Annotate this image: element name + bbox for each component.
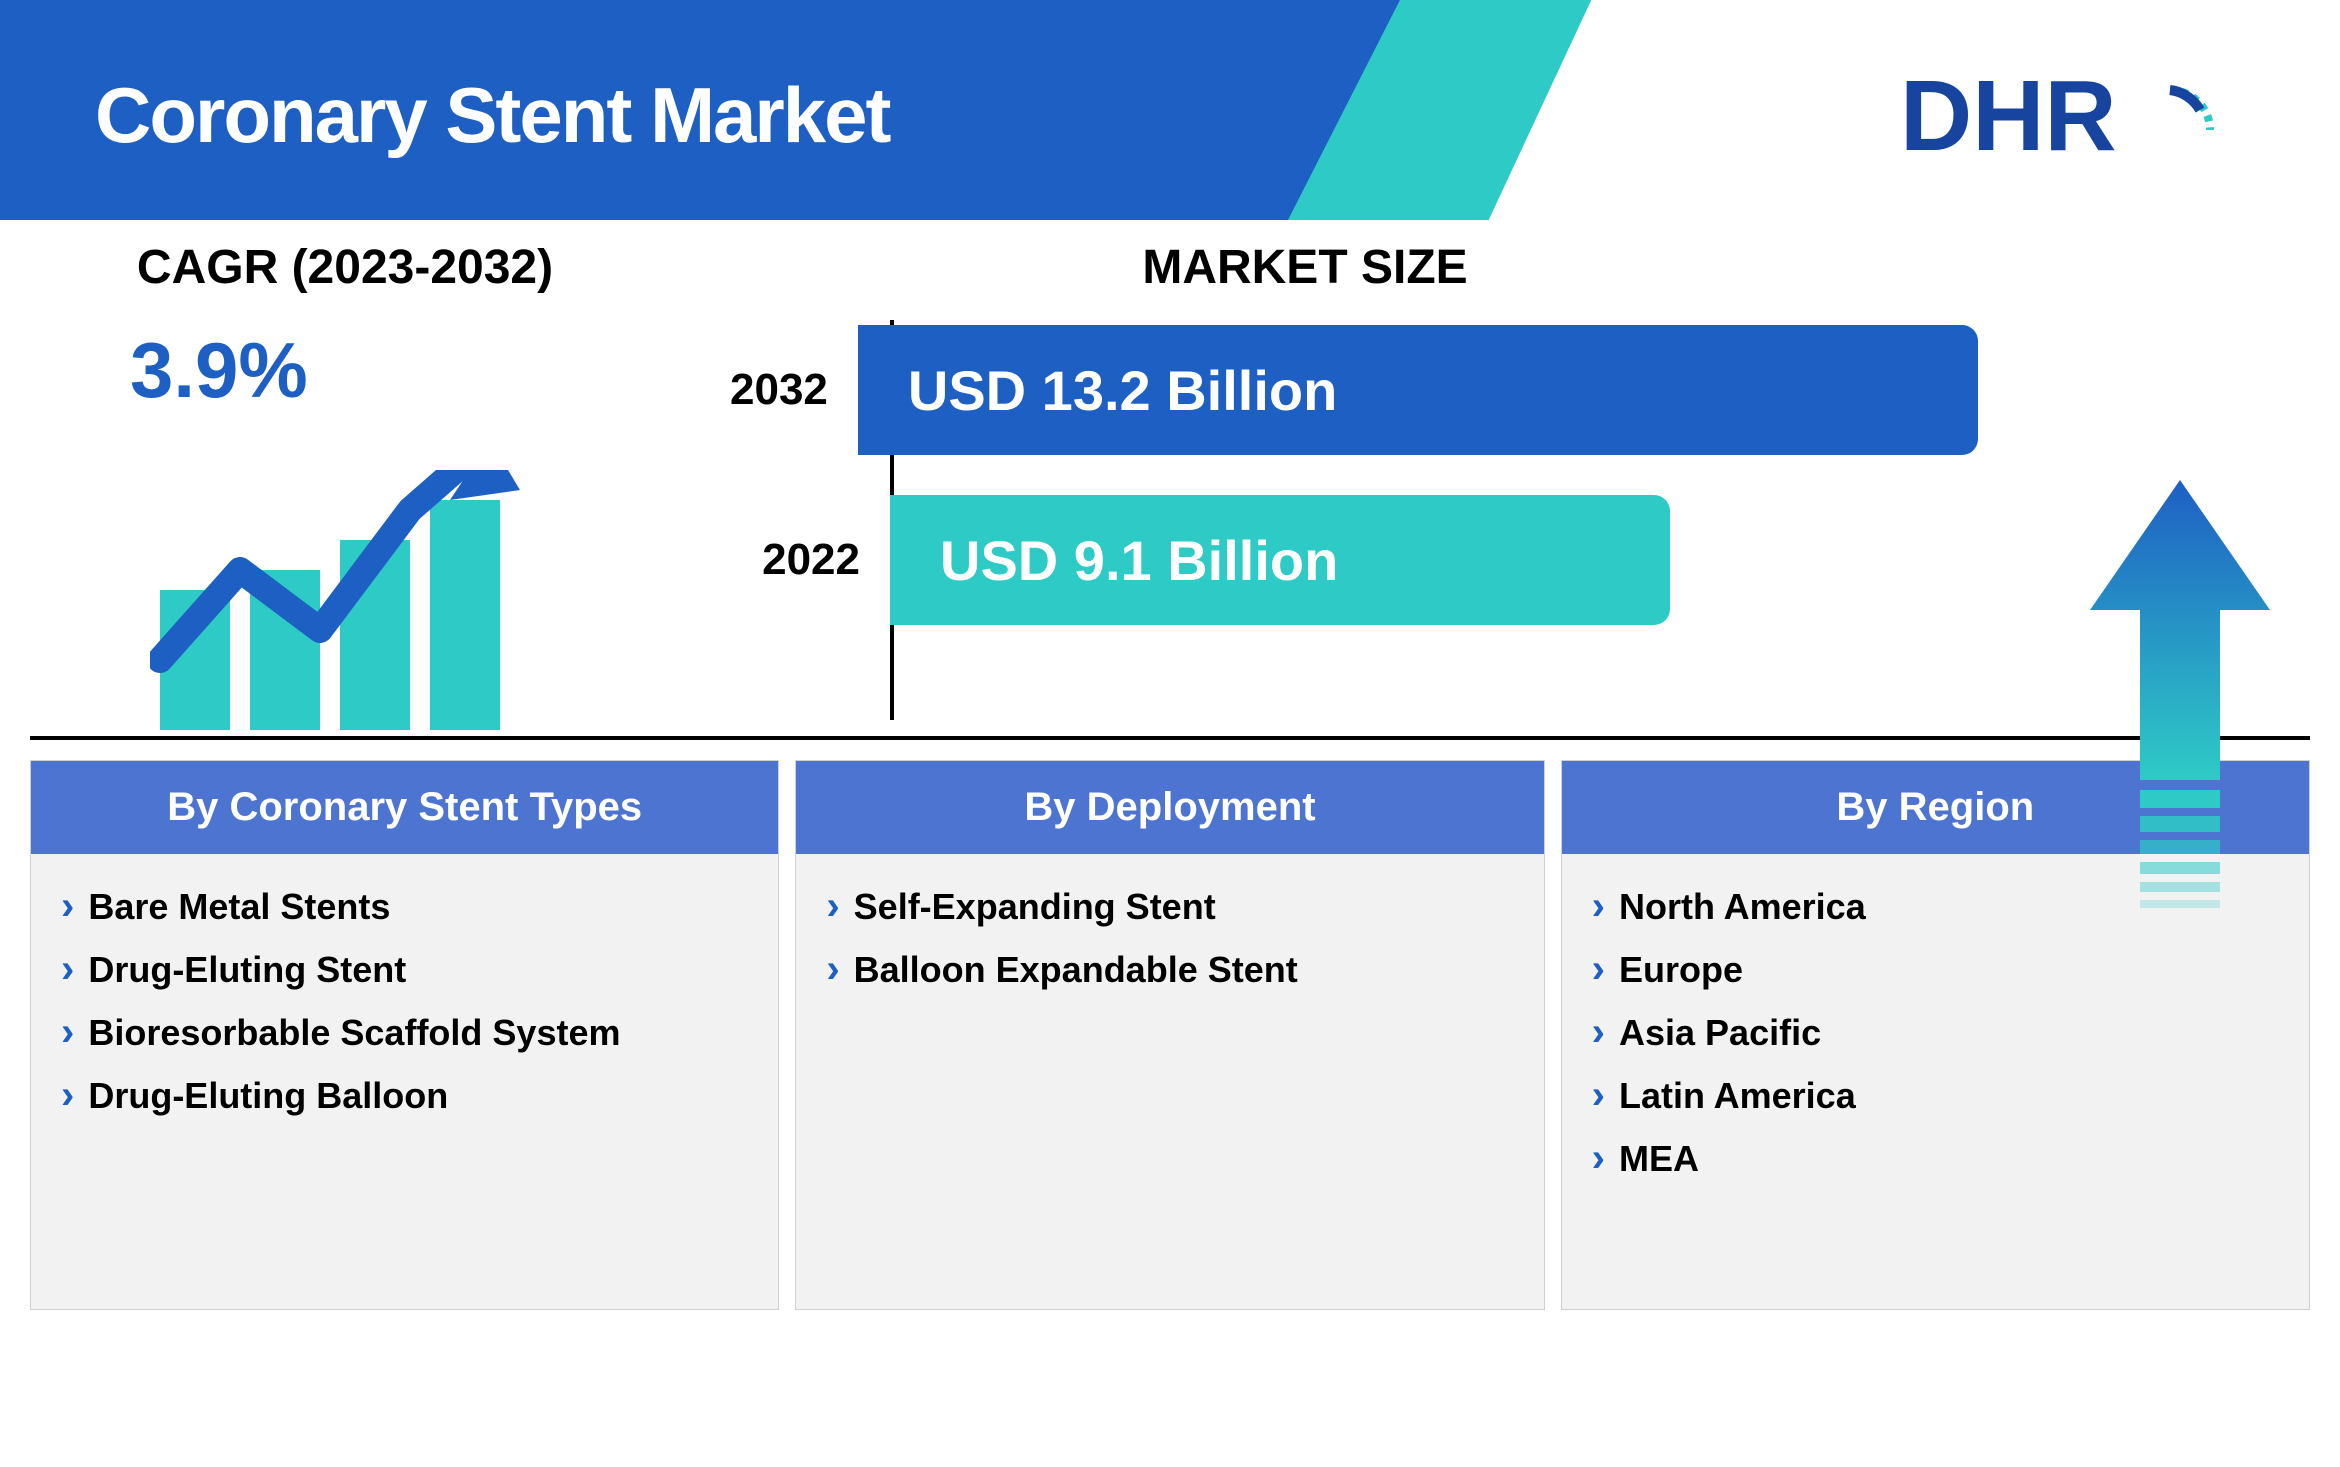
- category-header: By Deployment: [796, 761, 1543, 854]
- bar-track: USD 9.1 Billion: [890, 495, 1880, 625]
- market-bar-row: 2032 USD 13.2 Billion: [730, 325, 1880, 455]
- item-label: Asia Pacific: [1619, 1012, 1821, 1054]
- list-item: › Latin America: [1592, 1073, 2279, 1118]
- bar-2032: USD 13.2 Billion: [858, 325, 1978, 455]
- list-item: › Asia Pacific: [1592, 1010, 2279, 1055]
- market-size-label: MARKET SIZE: [730, 240, 1880, 295]
- bar-track: USD 13.2 Billion: [858, 325, 1978, 455]
- list-item: › Drug-Eluting Balloon: [61, 1073, 748, 1118]
- trend-arrow-icon: [150, 470, 550, 730]
- item-label: MEA: [1619, 1138, 1699, 1180]
- cagr-mini-chart: [150, 470, 550, 730]
- list-item: › Self-Expanding Stent: [826, 884, 1513, 929]
- bar-year: 2022: [730, 535, 890, 585]
- categories-row: By Coronary Stent Types › Bare Metal Sten…: [0, 740, 2340, 1330]
- list-item: › Bioresorbable Scaffold System: [61, 1010, 748, 1055]
- chevron-icon: ›: [61, 947, 74, 992]
- item-label: Bare Metal Stents: [88, 886, 390, 928]
- list-item: › Balloon Expandable Stent: [826, 947, 1513, 992]
- list-item: › MEA: [1592, 1136, 2279, 1181]
- chevron-icon: ›: [61, 1073, 74, 1118]
- list-item: › Europe: [1592, 947, 2279, 992]
- chevron-icon: ›: [1592, 1136, 1605, 1181]
- cagr-block: CAGR (2023-2032) 3.9%: [90, 240, 600, 416]
- category-list: › Bare Metal Stents › Drug-Eluting Stent ›…: [31, 854, 778, 1166]
- header: Coronary Stent Market DHR: [0, 0, 2340, 220]
- chevron-icon: ›: [61, 1010, 74, 1055]
- item-label: Balloon Expandable Stent: [854, 949, 1298, 991]
- svg-text:DHR: DHR: [1900, 60, 2117, 172]
- market-bar-row: 2022 USD 9.1 Billion: [730, 495, 1880, 625]
- category-header: By Coronary Stent Types: [31, 761, 778, 854]
- bar-year: 2032: [730, 365, 858, 415]
- list-item: › Bare Metal Stents: [61, 884, 748, 929]
- item-label: Drug-Eluting Balloon: [88, 1075, 448, 1117]
- category-list: › Self-Expanding Stent › Balloon Expandabl…: [796, 854, 1543, 1040]
- bar-2022: USD 9.1 Billion: [890, 495, 1670, 625]
- item-label: Latin America: [1619, 1075, 1856, 1117]
- chevron-icon: ›: [826, 947, 839, 992]
- item-label: Bioresorbable Scaffold System: [88, 1012, 620, 1054]
- chevron-icon: ›: [61, 884, 74, 929]
- cagr-label: CAGR (2023-2032): [90, 240, 600, 295]
- infographic-root: Coronary Stent Market DHR CAGR (2023-203…: [0, 0, 2340, 1467]
- chevron-icon: ›: [1592, 947, 1605, 992]
- item-label: Europe: [1619, 949, 1743, 991]
- chevron-icon: ›: [1592, 884, 1605, 929]
- item-label: Self-Expanding Stent: [854, 886, 1216, 928]
- dhr-logo: DHR: [1900, 60, 2220, 180]
- cagr-value: 3.9%: [130, 325, 600, 416]
- item-label: Drug-Eluting Stent: [88, 949, 406, 991]
- list-item: › Drug-Eluting Stent: [61, 947, 748, 992]
- growth-arrow-icon: [2090, 480, 2270, 920]
- chevron-icon: ›: [826, 884, 839, 929]
- chevron-icon: ›: [1592, 1010, 1605, 1055]
- chevron-icon: ›: [1592, 1073, 1605, 1118]
- page-title: Coronary Stent Market: [95, 70, 890, 161]
- category-card-deployment: By Deployment › Self-Expanding Stent › Bal…: [795, 760, 1544, 1310]
- market-size-block: MARKET SIZE 2032 USD 13.2 Billion 2022 U…: [730, 240, 1880, 665]
- category-card-types: By Coronary Stent Types › Bare Metal Sten…: [30, 760, 779, 1310]
- metrics-section: CAGR (2023-2032) 3.9% MARKET SIZE 2032 U…: [30, 220, 2310, 740]
- item-label: North America: [1619, 886, 1866, 928]
